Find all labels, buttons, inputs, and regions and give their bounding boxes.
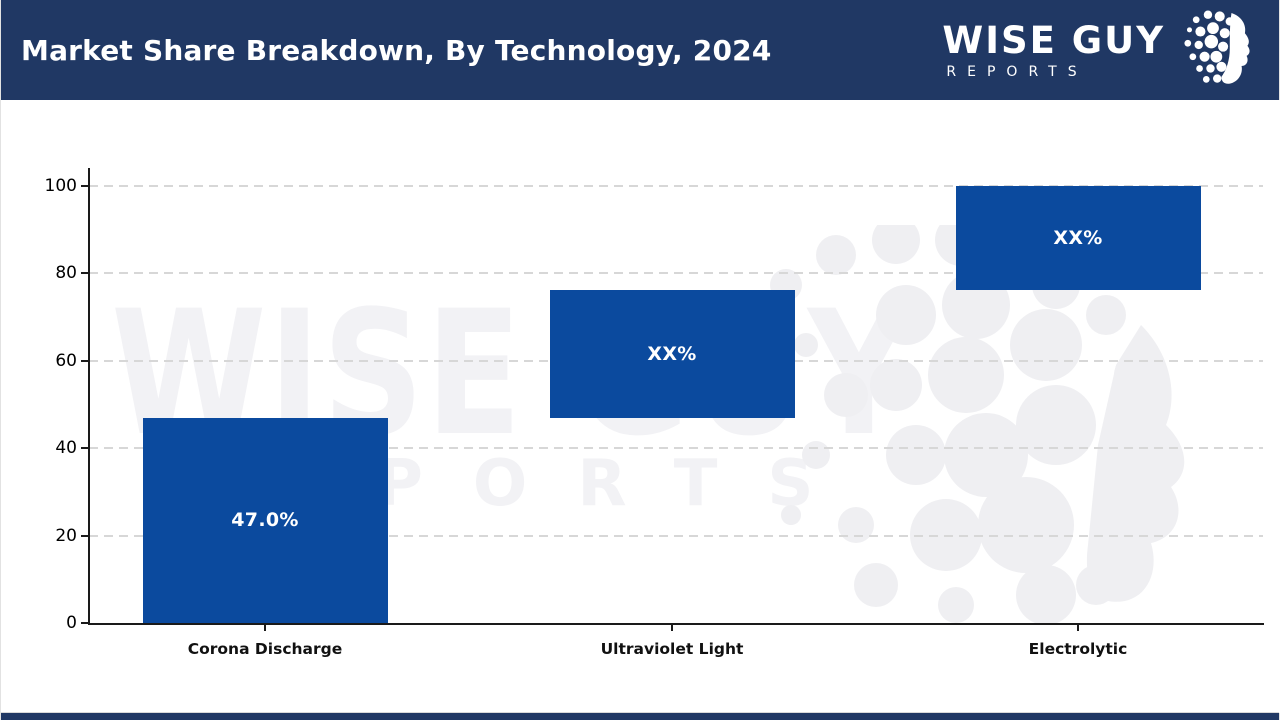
chart-area: WISE GUY REPORTS 0 20 40 60 80 100 47.0% XX% XX%… (1, 100, 1280, 713)
logo-reports-text: REPORTS (946, 63, 1088, 80)
watermark-dotted-head-icon (766, 225, 1185, 625)
y-tick-label-40: 40 (55, 438, 77, 459)
logo-wordmark: WISE GUY REPORTS (942, 22, 1165, 79)
gridline-20 (89, 534, 1263, 537)
y-axis-spine (88, 168, 90, 625)
bar-electrolytic: XX% (955, 186, 1201, 290)
x-tick-2 (1077, 623, 1079, 631)
bar-ultraviolet-light: XX% (549, 290, 795, 418)
y-tick-label-80: 80 (55, 263, 77, 284)
x-tick-0 (264, 623, 266, 631)
y-tick-label-60: 60 (55, 350, 77, 371)
y-tick-0 (81, 622, 89, 624)
y-tick-20 (81, 534, 89, 537)
bar-value-label: 47.0% (231, 509, 299, 532)
dotted-head-logo-icon (1184, 10, 1250, 84)
x-tick-1 (671, 623, 673, 631)
footer-divider (1, 712, 1279, 713)
wise-guy-logo: WISE GUY REPORTS (942, 8, 1255, 92)
bar-corona-discharge: 47.0% (142, 417, 388, 623)
logo-name-text: WISE GUY (942, 18, 1165, 62)
bar-value-label: XX% (647, 342, 697, 365)
y-tick-label-100: 100 (44, 176, 77, 196)
y-tick-100 (81, 185, 89, 187)
bar-value-label: XX% (1053, 227, 1103, 249)
x-axis-line (88, 623, 1264, 625)
x-category-label: Ultraviolet Light (600, 640, 744, 658)
y-tick-60 (81, 359, 89, 362)
y-tick-label-20: 20 (55, 525, 77, 546)
gridline-80 (89, 272, 1263, 275)
y-tick-40 (81, 447, 89, 450)
y-tick-80 (81, 272, 89, 275)
y-tick-label-0: 0 (66, 613, 77, 633)
footer-band (1, 713, 1279, 720)
x-category-label: Electrolytic (1028, 640, 1128, 658)
x-category-label: Corona Discharge (187, 640, 343, 658)
gridline-40 (89, 447, 1263, 450)
gridline-100 (89, 185, 1263, 187)
header-band: Market Share Breakdown, By Technology, 2… (1, 0, 1279, 100)
page-title: Market Share Breakdown, By Technology, 2… (21, 33, 772, 67)
